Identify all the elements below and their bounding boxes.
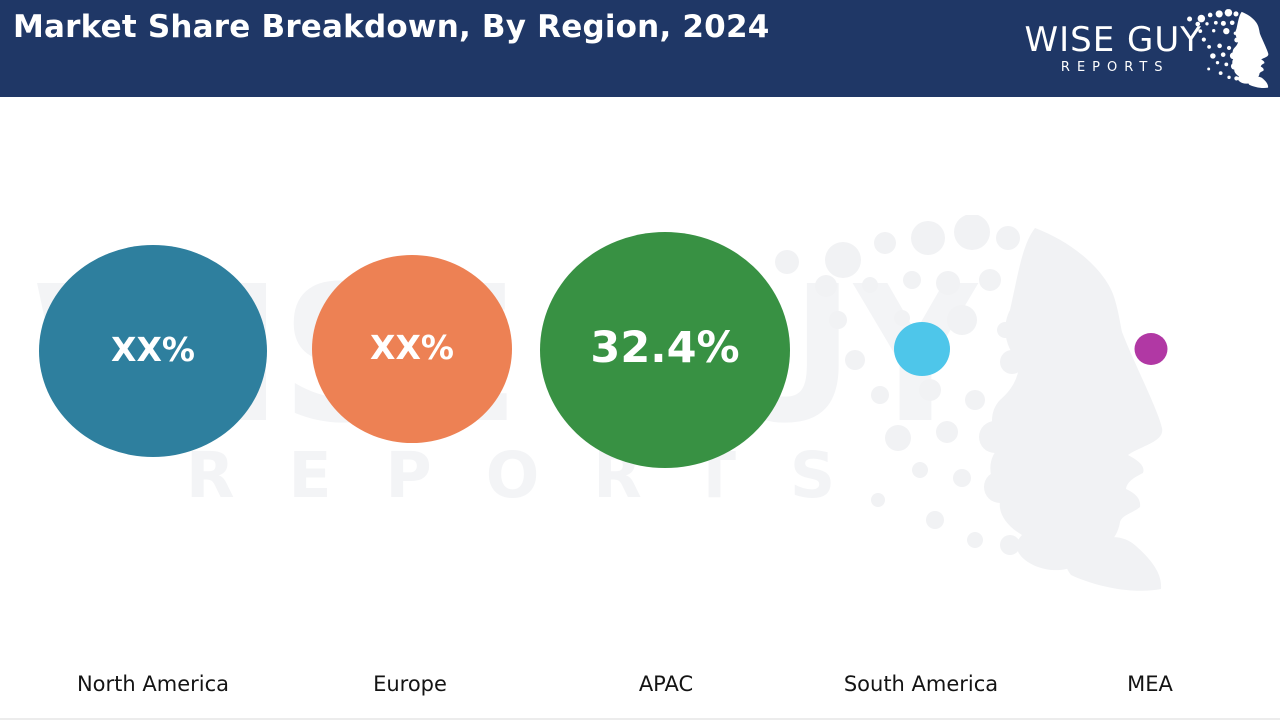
page-title: Market Share Breakdown, By Region, 2024 — [13, 9, 770, 45]
bubble-europe — [312, 255, 512, 443]
bottom-divider — [0, 718, 1280, 720]
bubble-mea — [1134, 333, 1168, 365]
category-label-apac: APAC — [638, 672, 694, 696]
header: Market Share Breakdown, By Region, 2024 … — [0, 0, 1280, 97]
bubble-value-europe: XX% — [370, 327, 454, 367]
brand-logo-text: WISE GUY REPORTS — [1024, 23, 1202, 75]
bubble-value-apac: 32.4% — [590, 323, 740, 373]
category-label-south-america: South America — [843, 672, 999, 696]
brand-name: WISE GUY — [1024, 20, 1202, 60]
category-label-europe: Europe — [373, 672, 447, 696]
category-label-north-america: North America — [76, 672, 230, 696]
brand-tagline: REPORTS — [1060, 60, 1170, 75]
category-label-mea: MEA — [1127, 672, 1173, 696]
bubble-value-north-america: XX% — [111, 329, 195, 369]
brand-logo: WISE GUY REPORTS — [1024, 8, 1270, 90]
bubble-apac — [540, 232, 790, 468]
bubble-north-america — [39, 245, 267, 457]
bubble-south-america — [894, 322, 950, 376]
